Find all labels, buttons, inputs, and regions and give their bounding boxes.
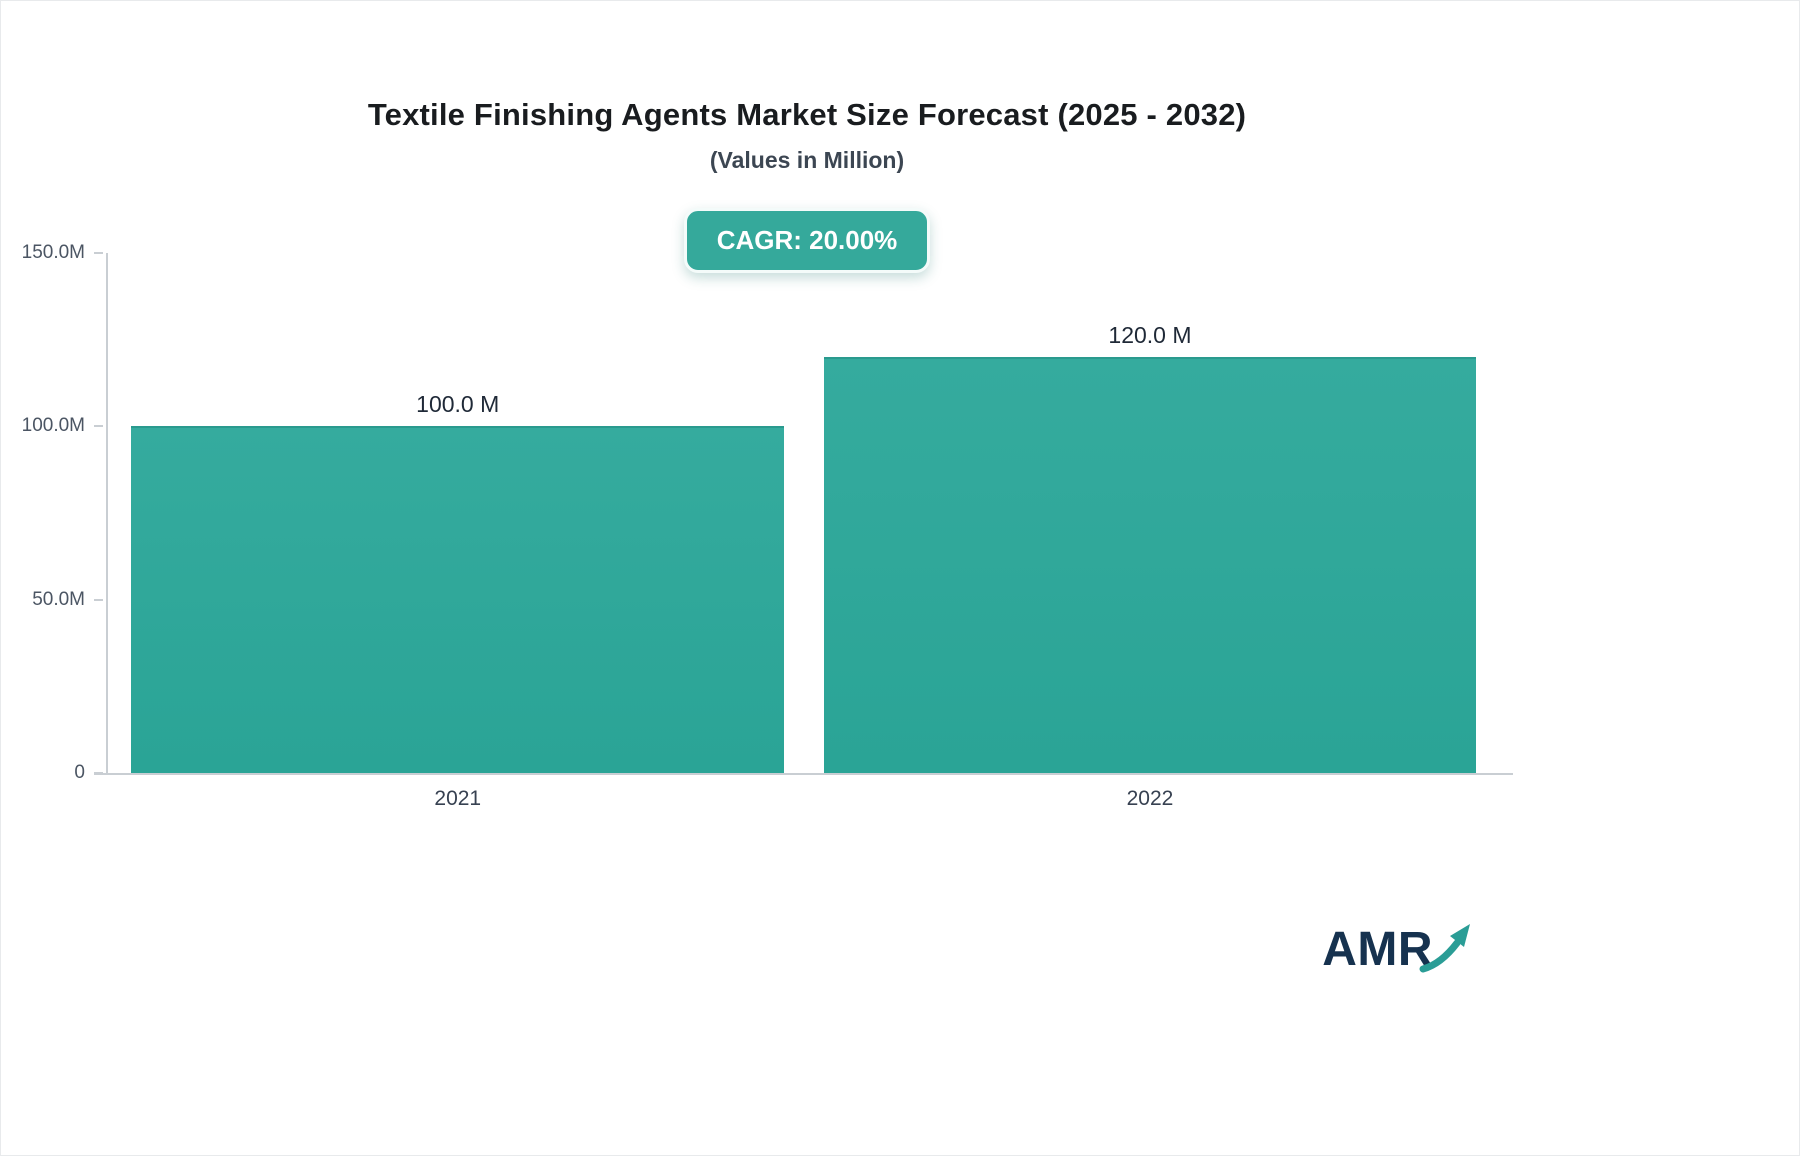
y-tick-mark [94, 252, 103, 254]
badge-wrap: CAGR: 20.00% [1, 208, 1613, 273]
y-tick-mark [94, 425, 103, 428]
y-tick-mark [94, 598, 103, 601]
plot-area: 150.0M 100.0M 50.0M 0 100.0 M 120.0 M [22, 242, 1513, 783]
chart-subtitle: (Values in Million) [709, 147, 905, 173]
growth-arrow-icon [1419, 923, 1470, 972]
y-tick-label: 150.0M [21, 242, 85, 263]
cagr-badge: CAGR: 20.00% [683, 208, 931, 273]
x-axis-baseline [94, 773, 1513, 775]
bar-2022: 120.0 M [823, 322, 1477, 773]
bar-value-label: 120.0 M [1108, 322, 1192, 348]
x-tick-label: 2022 [1126, 787, 1174, 810]
x-axis-labels: 2021 2022 [106, 787, 1513, 817]
y-tick-label: 0 [74, 762, 85, 783]
y-axis-line [106, 253, 108, 773]
amr-logo: AMR [1322, 922, 1479, 977]
chart-title: Textile Finishing Agents Market Size For… [367, 97, 1247, 132]
x-tick-label: 2021 [434, 787, 482, 810]
y-tick-label: 100.0M [21, 415, 85, 437]
y-tick-mark [94, 772, 103, 774]
y-tick-label: 50.0M [32, 588, 85, 610]
bar-2021: 100.0 M [131, 391, 785, 773]
bar-value-label: 100.0 M [416, 391, 500, 418]
chart-header: Textile Finishing Agents Market Size For… [1, 1, 1613, 273]
amr-logo-text: AMR [1322, 923, 1433, 976]
